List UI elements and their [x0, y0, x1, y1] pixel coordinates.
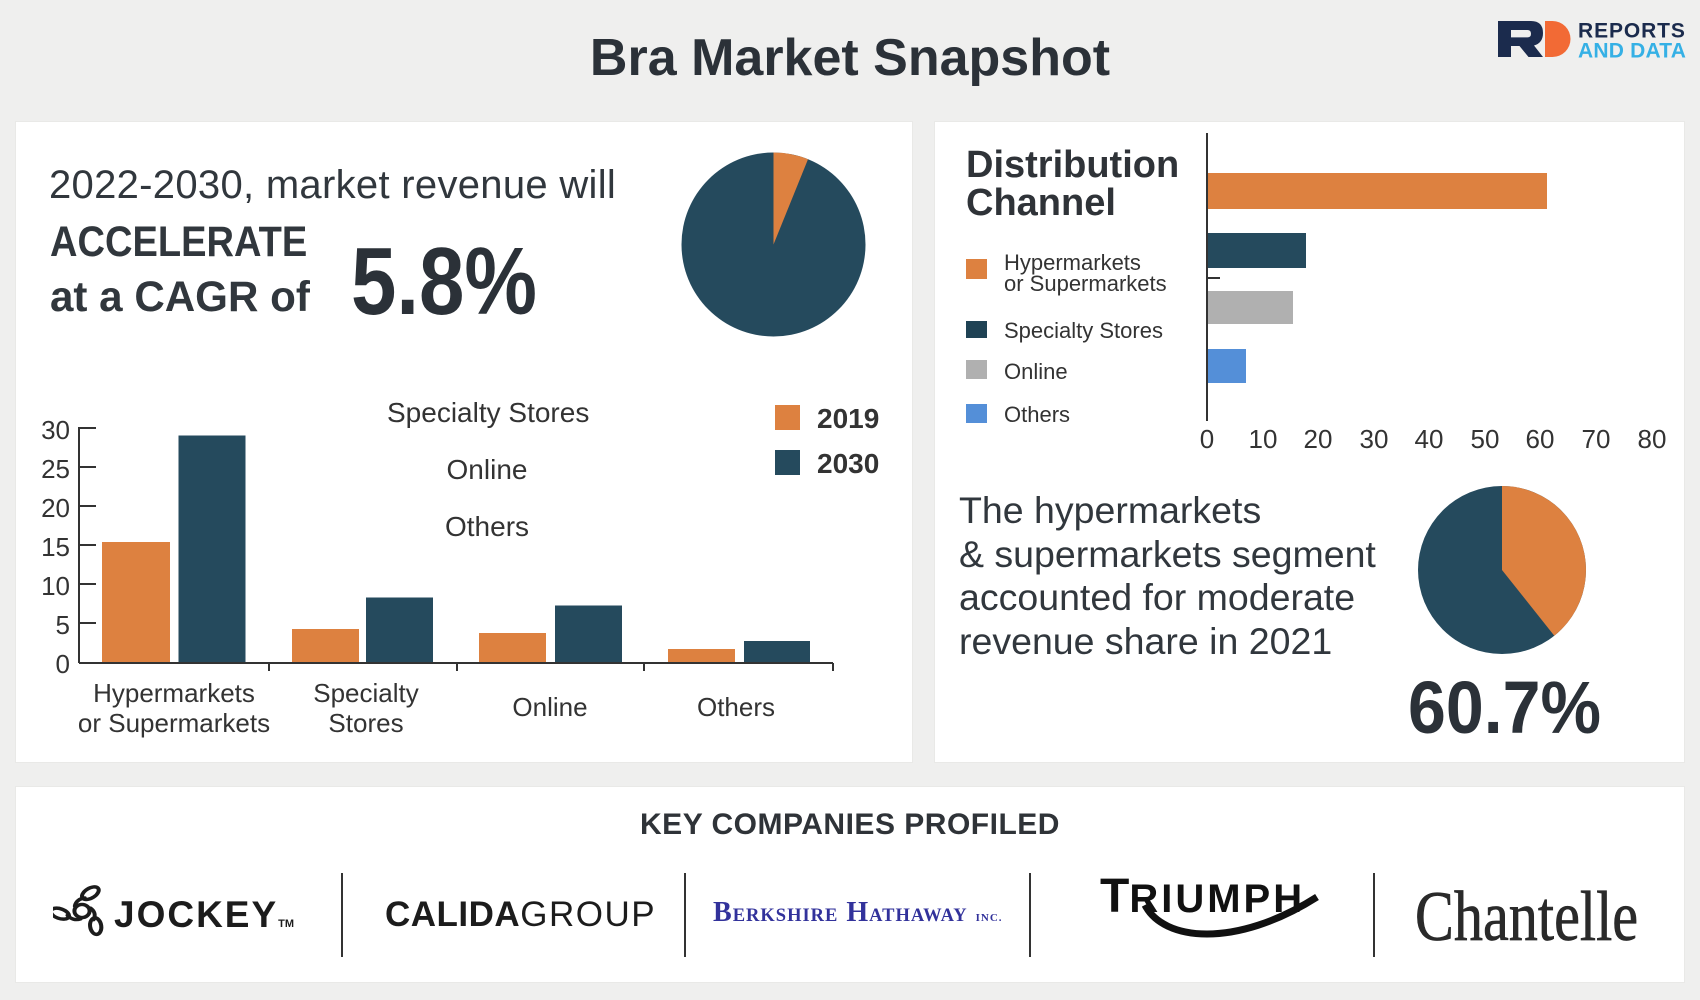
svg-text:REPORTS: REPORTS — [1578, 20, 1686, 43]
svg-text:AND DATA: AND DATA — [1578, 40, 1686, 63]
